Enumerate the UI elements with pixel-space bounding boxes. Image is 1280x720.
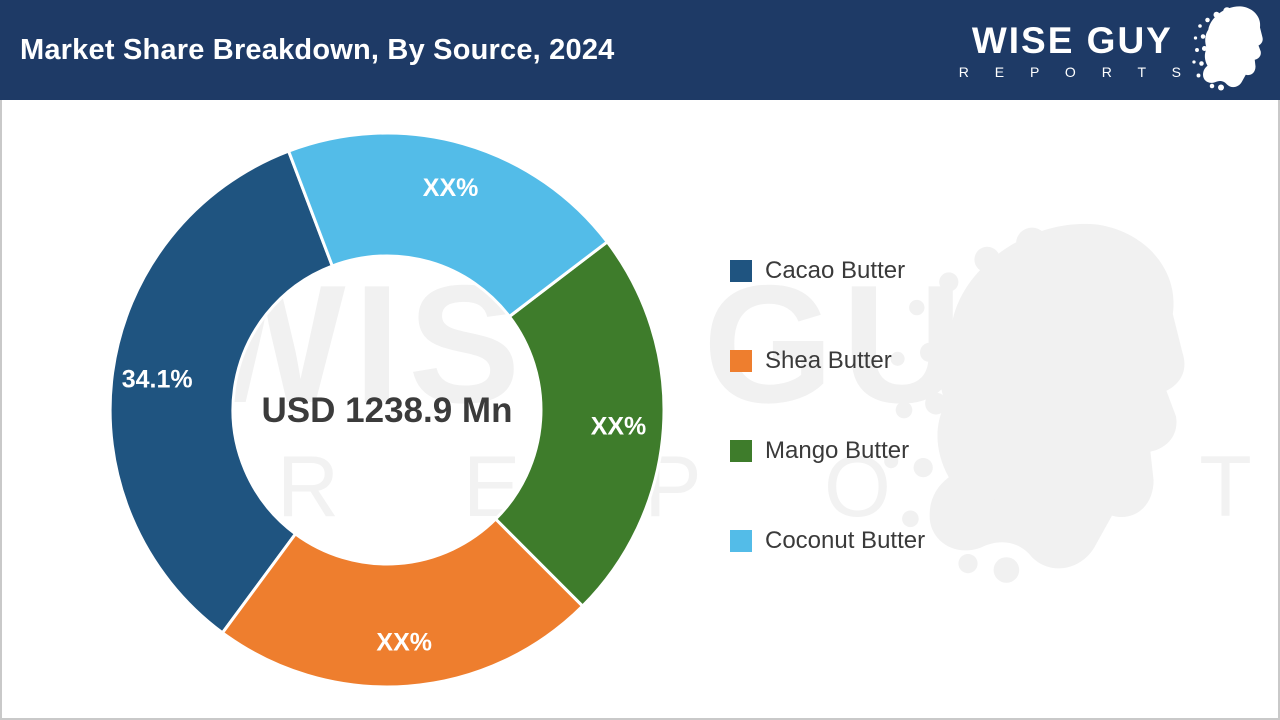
donut-segment-shea-butter (221, 517, 585, 689)
segment-value-label: XX% (423, 174, 479, 202)
donut-segment-cacao-butter (108, 149, 334, 635)
logo-wordmark: WISE GUY (971, 19, 1173, 61)
page-title: Market Share Breakdown, By Source, 2024 (20, 33, 615, 66)
logo-subtitle: R E P O R T S (958, 63, 1192, 80)
legend-swatch-mango-butter (730, 440, 752, 462)
legend-swatch-coconut-butter (730, 530, 752, 552)
legend-swatch-cacao-butter (730, 260, 752, 282)
legend-label: Coconut Butter (765, 527, 926, 554)
donut-segment-coconut-butter (287, 131, 609, 318)
chart-area: WISE GUY R E P O R T S 34.1%XX%XX%XX%USD… (0, 100, 1280, 720)
header: Market Share Breakdown, By Source, 2024 … (0, 0, 1280, 100)
legend-label: Cacao Butter (765, 257, 906, 284)
legend: Cacao Butter Shea Butter Mango Butter Co… (730, 256, 925, 616)
logo-text: WISE GUY R E P O R T S (953, 22, 1192, 79)
donut-segment-mango-butter (494, 240, 666, 608)
segment-value-label: 34.1% (122, 365, 193, 393)
legend-item-mango-butter: Mango Butter (730, 436, 925, 466)
legend-item-shea-butter: Shea Butter (730, 346, 925, 376)
legend-item-cacao-butter: Cacao Butter (730, 256, 925, 286)
face-logo-icon (1188, 5, 1266, 95)
donut-chart: 34.1% XX% XX% XX% USD 1238.9 Mn (108, 131, 666, 689)
wise-guy-logo: WISE GUY R E P O R T S (953, 5, 1266, 95)
segment-value-label: XX% (376, 628, 432, 656)
legend-label: Mango Butter (765, 437, 910, 464)
legend-item-coconut-butter: Coconut Butter (730, 526, 925, 556)
legend-swatch-shea-butter (730, 350, 752, 372)
donut-center-value: USD 1238.9 Mn (262, 391, 513, 430)
legend-label: Shea Butter (765, 347, 892, 374)
segment-value-label: XX% (591, 413, 647, 441)
